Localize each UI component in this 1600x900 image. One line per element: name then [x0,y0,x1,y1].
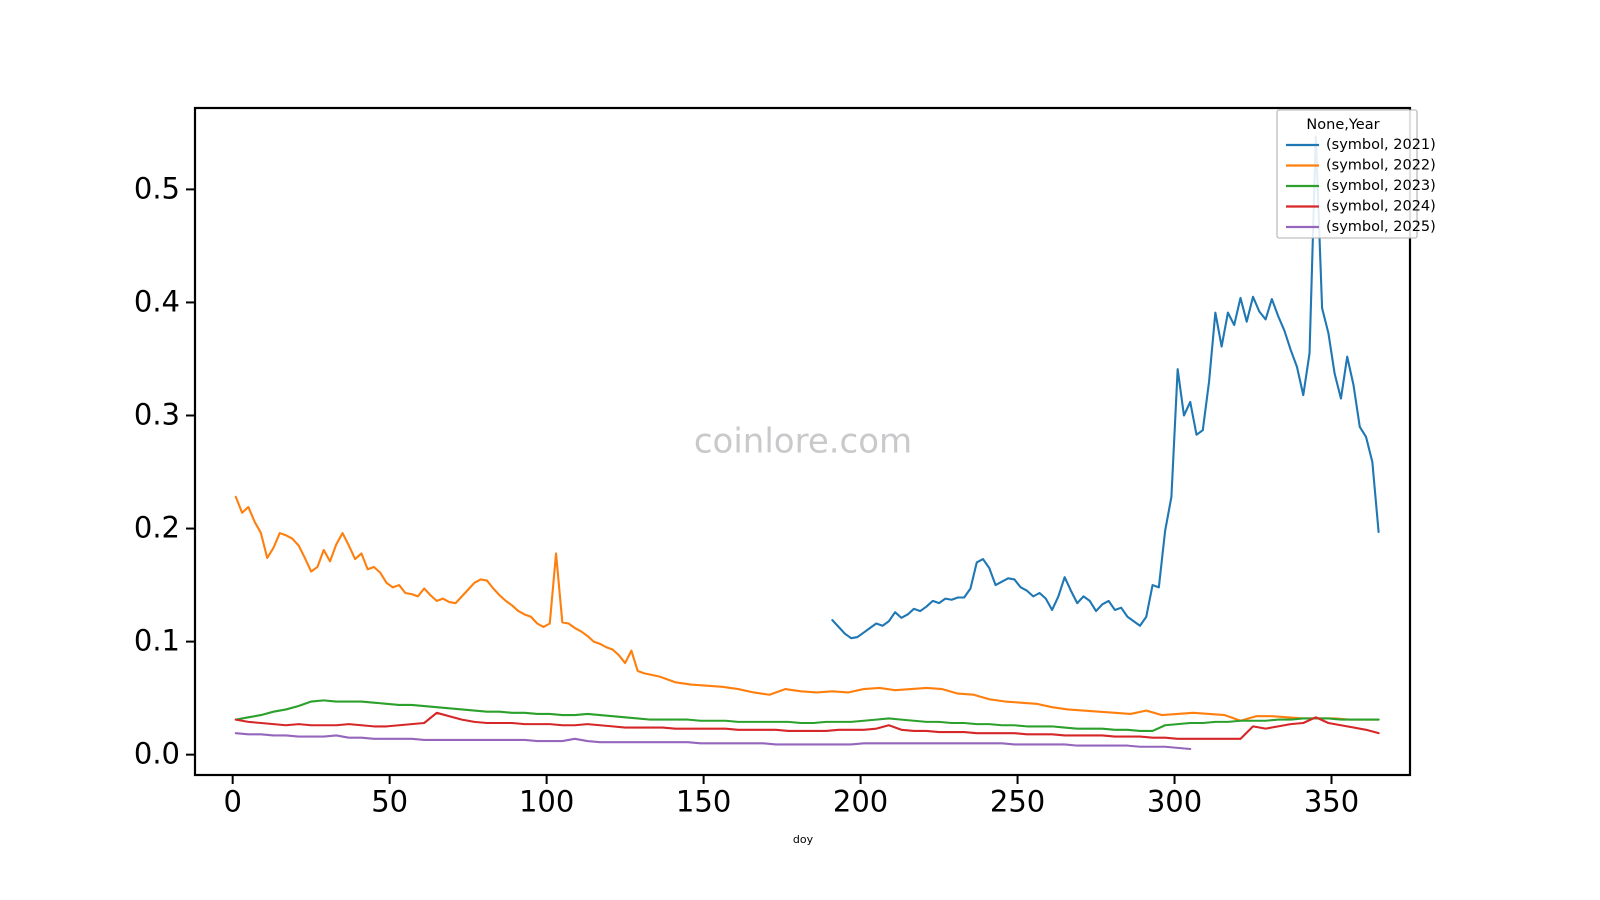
x-axis-ticks: 0 50 100 150 200 250 300 350 [223,775,1359,819]
x-tick-label: 0 [223,785,241,819]
y-tick-label: 0.5 [134,171,180,205]
y-tick-label: 0.2 [134,511,180,545]
legend[interactable]: None,Year (symbol, 2021)(symbol, 2022)(s… [1276,109,1436,239]
series-lines [234,135,1380,751]
x-tick-label: 50 [371,785,408,819]
x-tick-label: 200 [833,785,888,819]
series-line--symbol-2021- [831,135,1380,640]
legend-entries[interactable]: (symbol, 2021) (symbol, 2022) (symbol, 202… [1286,137,1436,235]
plot-area-background [195,108,1410,775]
legend-label-0[interactable]: (symbol, 2021) [1326,137,1436,153]
y-tick-label: 0.0 [134,737,180,771]
series-line--symbol-2022- [234,495,1380,722]
x-tick-label: 150 [676,785,731,819]
legend-label-4[interactable]: (symbol, 2025) [1326,219,1436,235]
watermark-text: coinlore.com [694,422,912,462]
legend-label-3[interactable]: (symbol, 2024) [1326,199,1436,215]
x-tick-label: 350 [1304,785,1359,819]
y-tick-label: 0.3 [134,397,180,431]
x-tick-label: 300 [1147,785,1202,819]
legend-label-2[interactable]: (symbol, 2023) [1326,178,1436,194]
y-axis-ticks: 0.0 0.1 0.2 0.3 0.4 0.5 [134,171,195,771]
x-tick-label: 100 [519,785,574,819]
axes-spines [193,106,1412,777]
series-line--symbol-2024- [234,711,1380,740]
series-line--symbol-2025- [234,732,1192,751]
y-tick-label: 0.1 [134,624,180,658]
series-line--symbol-2023- [234,699,1380,732]
legend-label-1[interactable]: (symbol, 2022) [1326,158,1436,174]
x-tick-label: 250 [990,785,1045,819]
legend-title: None,Year [1306,117,1379,133]
y-tick-label: 0.4 [134,284,180,318]
x-axis-label: doy [793,833,814,846]
